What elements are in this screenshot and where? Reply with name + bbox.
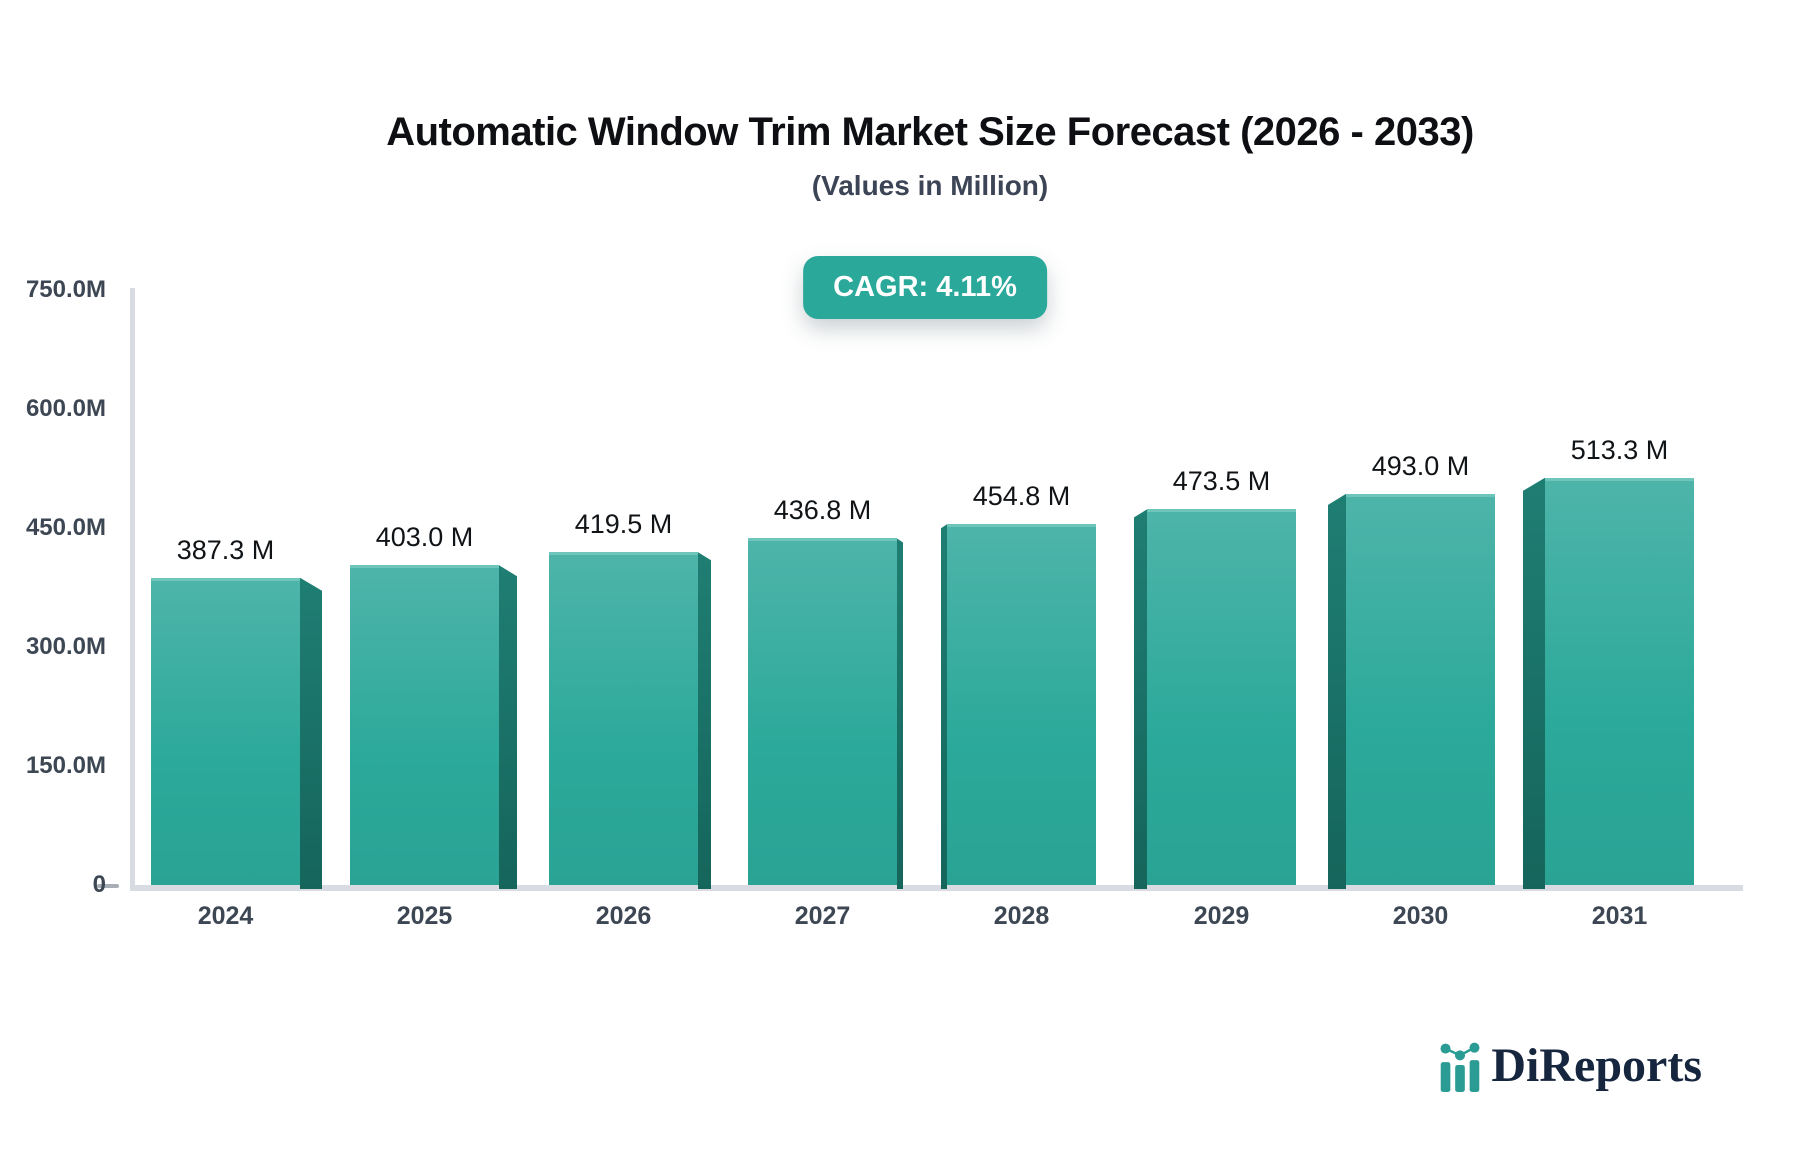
bar-2028 xyxy=(947,524,1096,885)
cagr-badge: CAGR: 4.11% xyxy=(803,256,1047,319)
y-tick-label: 300.0M xyxy=(25,633,106,660)
x-tick-label: 2029 xyxy=(1193,902,1250,930)
bar-value-label: 473.5 M xyxy=(1172,466,1271,497)
y-tick-label: 0 xyxy=(92,871,106,898)
x-tick-label: 2028 xyxy=(993,902,1050,930)
bar-value-label: 387.3 M xyxy=(176,534,275,565)
bar-value-label: 419.5 M xyxy=(574,509,673,540)
chart-title: Automatic Window Trim Market Size Foreca… xyxy=(386,110,1474,154)
chart-subtitle: (Values in Million) xyxy=(811,170,1049,201)
x-axis-line xyxy=(130,885,1743,891)
bar-3d-side xyxy=(941,524,947,889)
bar-value-label: 513.3 M xyxy=(1570,434,1669,465)
direports-logo: DiReports xyxy=(1437,1038,1702,1092)
y-tick-label: 150.0M xyxy=(25,752,106,779)
direports-logo-text: DiReports xyxy=(1491,1039,1702,1092)
bar-3d-side xyxy=(1134,509,1147,889)
bar-3d-side xyxy=(300,577,322,889)
x-tick-label: 2031 xyxy=(1591,902,1648,930)
bar-2030 xyxy=(1346,493,1495,885)
direports-logo-icon xyxy=(1440,1042,1480,1092)
bar-3d-side xyxy=(499,565,517,889)
bar-value-label: 403.0 M xyxy=(375,522,474,553)
bar-3d-side xyxy=(1328,493,1346,889)
bar-value-label: 454.8 M xyxy=(972,481,1071,512)
bar-value-label: 493.0 M xyxy=(1371,450,1470,481)
bar-2024 xyxy=(151,577,300,885)
x-tick-label: 2030 xyxy=(1392,902,1449,930)
x-tick-label: 2027 xyxy=(794,902,851,930)
y-axis-line xyxy=(130,288,135,891)
bar-3d-side xyxy=(1523,477,1545,889)
bar-3d-side xyxy=(698,552,711,889)
y-tick-label: 450.0M xyxy=(25,514,106,541)
y-tick-label: 600.0M xyxy=(25,395,106,422)
y-tick-label: 750.0M xyxy=(25,276,106,303)
x-tick-label: 2026 xyxy=(595,902,652,930)
bar-2027 xyxy=(748,538,897,885)
x-tick-label: 2024 xyxy=(197,902,254,930)
bar-value-label: 436.8 M xyxy=(773,495,872,526)
zero-tick-mark xyxy=(97,884,119,888)
bar-3d-side xyxy=(897,538,903,889)
bar-2026 xyxy=(549,552,698,885)
x-tick-label: 2025 xyxy=(396,902,453,930)
bar-2031 xyxy=(1545,477,1694,885)
bar-2029 xyxy=(1147,509,1296,885)
bar-2025 xyxy=(350,565,499,885)
